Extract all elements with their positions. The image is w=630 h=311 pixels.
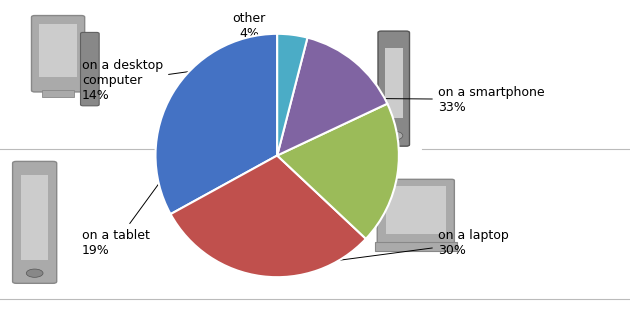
Wedge shape	[277, 104, 399, 239]
Text: on a tablet
19%: on a tablet 19%	[82, 175, 165, 257]
Circle shape	[385, 131, 403, 140]
Wedge shape	[156, 34, 277, 214]
Text: on a smartphone
33%: on a smartphone 33%	[376, 86, 544, 114]
Wedge shape	[171, 156, 366, 277]
Bar	[21, 175, 48, 260]
Bar	[39, 24, 77, 77]
Text: other
4%: other 4%	[232, 12, 265, 44]
Bar	[42, 91, 74, 97]
Bar	[386, 185, 446, 234]
Text: on a desktop
computer
14%: on a desktop computer 14%	[82, 59, 203, 102]
Bar	[385, 48, 403, 118]
FancyBboxPatch shape	[377, 179, 454, 244]
Wedge shape	[277, 34, 307, 156]
FancyBboxPatch shape	[32, 16, 84, 92]
FancyBboxPatch shape	[81, 32, 99, 106]
Text: on a laptop
30%: on a laptop 30%	[294, 229, 508, 266]
Wedge shape	[277, 38, 387, 156]
FancyBboxPatch shape	[378, 31, 410, 146]
FancyBboxPatch shape	[375, 242, 457, 251]
FancyBboxPatch shape	[13, 161, 57, 283]
Circle shape	[26, 269, 43, 277]
